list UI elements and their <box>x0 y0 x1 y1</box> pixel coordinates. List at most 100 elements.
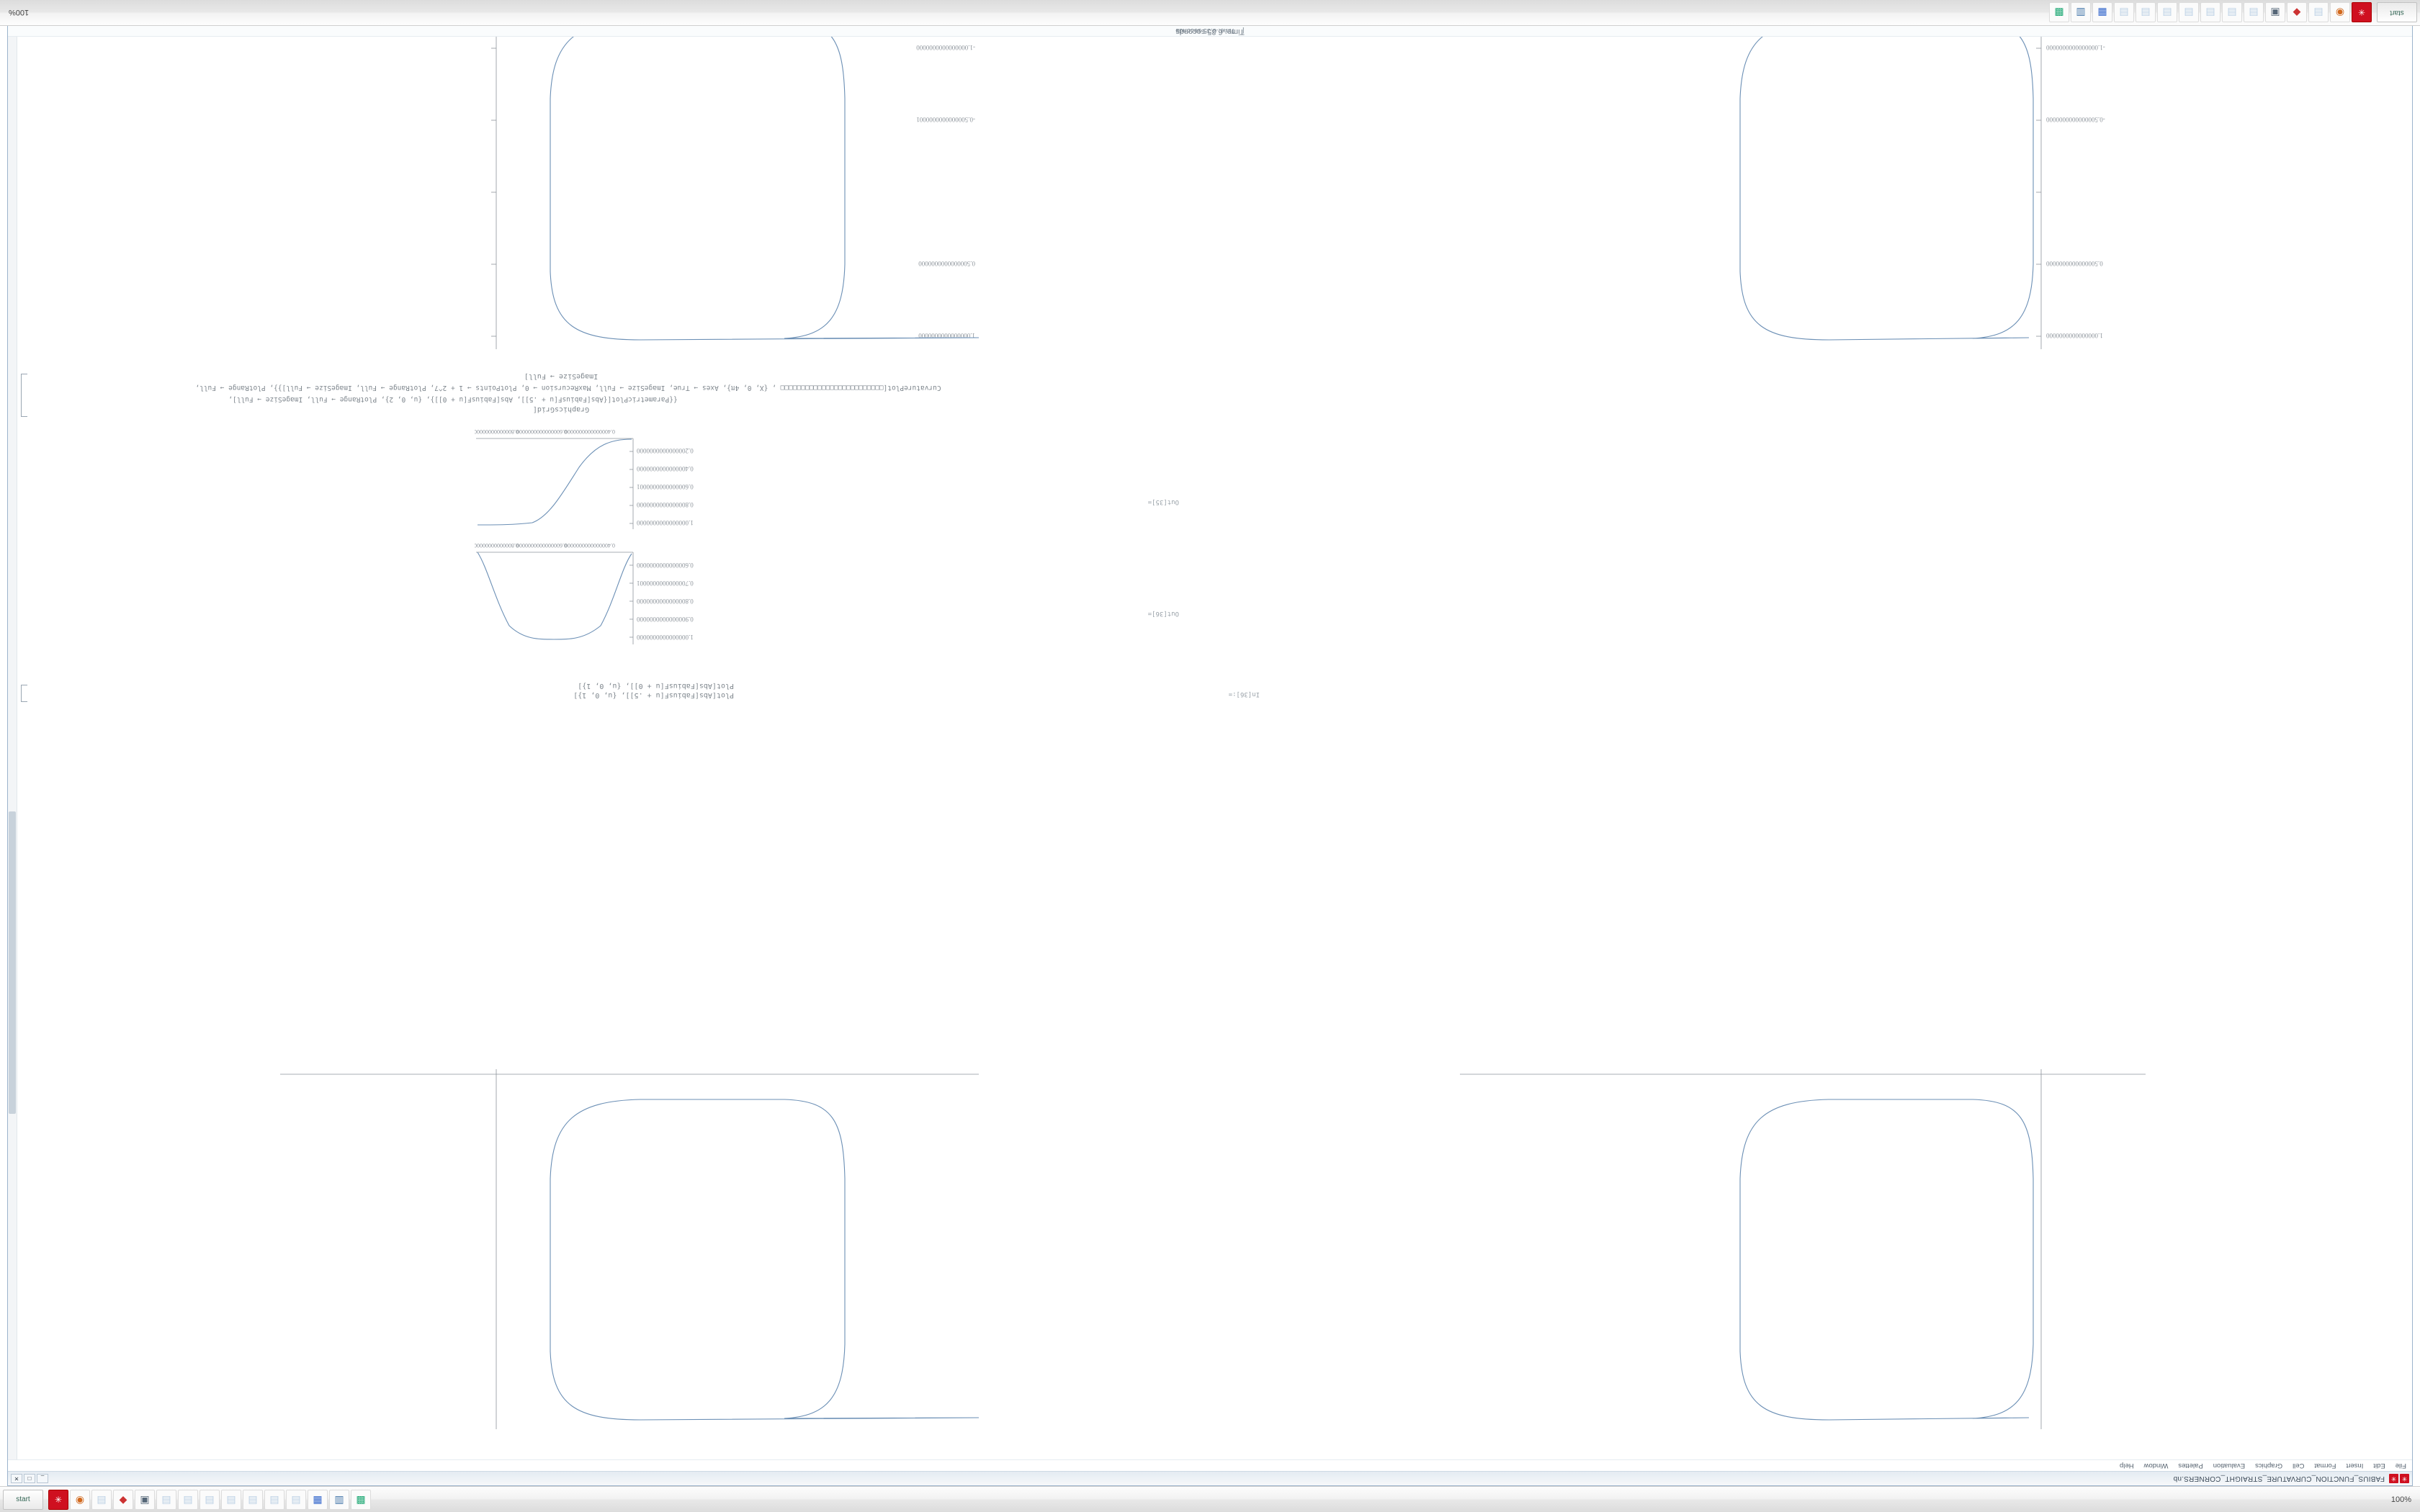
y-tick-label: 0.9000000000000000 <box>637 616 694 623</box>
y-tick-label: 0.8000000000000000 <box>637 598 694 605</box>
code-line-plot-b-mirrored[interactable]: Plot[Abs[FabiusF[u + 0]], {u, 0, 1}] <box>578 682 734 690</box>
menu-item-edit-mirrored[interactable]: Edit <box>2373 1462 2385 1470</box>
taskbar-item-mathematica[interactable]: ✳ <box>48 1489 68 1510</box>
menu-item-file-mirrored[interactable]: File <box>2395 1462 2406 1470</box>
taskbar-item-display[interactable]: ▣ <box>135 1489 155 1510</box>
menu-item-graphics-mirrored[interactable]: Graphics <box>2255 1462 2283 1470</box>
out-label-mirrored: Out[35]= <box>1147 498 1179 505</box>
plot-fabius-plateau-mirrored[interactable]: 1.0000000000000000 0.9000000000000000 0.… <box>475 541 763 653</box>
in-label-mirrored: In[36]:= <box>1228 690 1260 698</box>
taskbar-item-document-mirrored[interactable]: ▤ <box>2200 2 2220 23</box>
start-label-mirrored: start <box>2390 9 2404 17</box>
y-tick-label: 1.0000000000000000 <box>637 634 694 641</box>
y-tick-label: -0.5000000000000000 <box>2046 116 2105 123</box>
x-tick-label: 0.4000000000000000 <box>565 542 615 549</box>
y-tick-label: 0.5000000000000000 <box>918 260 975 267</box>
global-status-text-mirrored: Time: 6.35 seconds <box>1175 27 1245 36</box>
minimize-button-mirrored[interactable]: _ <box>37 1474 48 1483</box>
code-line-graphicsgrid-2-mirrored[interactable]: CurvaturePlot[□□□□□□□□□□□□□□□□□□□□□□□□□ … <box>195 384 941 392</box>
menu-item-format-mirrored[interactable]: Format <box>2314 1462 2336 1470</box>
x-tick-label: 0.8000000000000000 <box>475 542 519 549</box>
taskbar-item-firefox[interactable]: ◉ <box>70 1489 90 1510</box>
code-line-graphicsgrid-0-mirrored[interactable]: GraphicsGrid[ <box>532 405 590 413</box>
taskbar-item-adobe-mirrored[interactable]: ◆ <box>2287 2 2307 23</box>
taskbar-item-floppy[interactable]: ▦ <box>308 1489 328 1510</box>
taskbar-item-terminal-mirrored[interactable]: ▩ <box>2049 2 2069 23</box>
code-line-graphicsgrid-3-mirrored[interactable]: ImageSize → Full] <box>524 372 599 380</box>
taskbar-item-document[interactable]: ▤ <box>221 1489 241 1510</box>
x-tick-label: 0.4000000000000000 <box>565 428 615 435</box>
windows-taskbar[interactable]: start ✳ ◉ ▤ ◆ ▣ ▤ ▤ ▤ ▤ ▤ ▤ ▤ ▦ ▥ ▩ 100% <box>0 1486 2420 1512</box>
plot-fabius-sigmoid-mirrored[interactable]: 1.0000000000000000 0.8000000000000000 0.… <box>475 428 763 536</box>
taskbar-item-monitor[interactable]: ▥ <box>329 1489 349 1510</box>
start-button[interactable]: start <box>3 1489 43 1510</box>
curvature-plot-top-right-mirrored[interactable] <box>223 1063 1000 1438</box>
menubar-mirrored[interactable]: File Edit Insert Format Cell Graphics Ev… <box>8 1459 2412 1471</box>
taskbar-item-adobe[interactable]: ◆ <box>113 1489 133 1510</box>
parametric-plot-rounded-square-left-mirrored[interactable]: 1.0000000000000000 0.5000000000000000 -0… <box>1454 25 2232 358</box>
start-button-mirrored[interactable]: start <box>2377 2 2417 23</box>
y-tick-label: -1.0000000000000000 <box>2046 44 2105 51</box>
windows-taskbar-mirrored[interactable]: start ✳ ◉ ▤ ◆ ▣ ▤ ▤ ▤ ▤ ▤ ▤ ▤ ▦ ▥ ▩ 100% <box>0 0 2420 26</box>
taskbar-item-floppy-mirrored[interactable]: ▦ <box>2092 2 2112 23</box>
taskbar-item-document[interactable]: ▤ <box>156 1489 176 1510</box>
notebook-scrollbar-mirrored[interactable] <box>8 25 17 1459</box>
window-titlebar-mirrored[interactable]: ✳ ✳ FABIUS_FUNCTION_CURVATURE_STRAIGHT_C… <box>8 1471 2412 1485</box>
taskbar-item-document[interactable]: ▤ <box>264 1489 284 1510</box>
mathematica-spikey-icon: ✳ <box>2400 1474 2409 1483</box>
taskbar-item-document-mirrored[interactable]: ▤ <box>2157 2 2177 23</box>
taskbar-clock-mirrored[interactable]: 100% <box>9 8 30 17</box>
y-tick-label: 0.2000000000000000 <box>637 447 694 454</box>
taskbar-item-firefox-mirrored[interactable]: ◉ <box>2330 2 2350 23</box>
taskbar-item-document-mirrored[interactable]: ▤ <box>2308 2 2329 23</box>
taskbar-clock[interactable]: 100% <box>2390 1495 2411 1504</box>
taskbar-item-document[interactable]: ▤ <box>243 1489 263 1510</box>
start-label: start <box>16 1495 30 1503</box>
y-tick-label: 0.8000000000000000 <box>637 501 694 508</box>
taskbar-item-document[interactable]: ▤ <box>178 1489 198 1510</box>
parametric-plot-top-left-mirrored[interactable] <box>1454 1063 2232 1438</box>
cell-bracket-mirrored[interactable] <box>21 685 27 702</box>
x-tick-label: 0.8000000000000000 <box>475 428 519 435</box>
y-tick-label: 1.0000000000000000 <box>2046 332 2103 339</box>
taskbar-item-document-mirrored[interactable]: ▤ <box>2179 2 2199 23</box>
cell-bracket-mirrored[interactable] <box>21 374 27 417</box>
taskbar-item-document-mirrored[interactable]: ▤ <box>2244 2 2264 23</box>
notebook-scrollbar-thumb-mirrored[interactable] <box>9 811 16 1114</box>
code-line-plot-a-mirrored[interactable]: Plot[Abs[FabiusF[u + .5]], {u, 0, 1}] <box>573 691 734 699</box>
taskbar-item-document-mirrored[interactable]: ▤ <box>2114 2 2134 23</box>
x-tick-label: 0.6000000000000000 <box>516 542 567 549</box>
y-tick-label: 0.7000000000000001 <box>637 580 694 587</box>
taskbar-item-monitor-mirrored[interactable]: ▥ <box>2071 2 2091 23</box>
taskbar-item-terminal[interactable]: ▩ <box>351 1489 371 1510</box>
window-title-mirrored: FABIUS_FUNCTION_CURVATURE_STRAIGHT_CORNE… <box>2173 1475 2385 1482</box>
y-tick-label: 0.5000000000000000 <box>2046 260 2103 267</box>
menu-item-palettes-mirrored[interactable]: Palettes <box>2178 1462 2203 1470</box>
notebook-canvas-mirrored[interactable]: Plot[Abs[FabiusF[u + .5]], {u, 0, 1}] Pl… <box>8 25 2412 1459</box>
y-tick-label: 0.4000000000000000 <box>637 465 694 472</box>
taskbar-item-document[interactable]: ▤ <box>200 1489 220 1510</box>
menu-item-window-mirrored[interactable]: Window <box>2143 1462 2169 1470</box>
x-tick-label: 0.6000000000000000 <box>516 428 567 435</box>
taskbar-item-document[interactable]: ▤ <box>286 1489 306 1510</box>
menu-item-evaluation-mirrored[interactable]: Evaluation <box>2213 1462 2246 1470</box>
maximize-button-mirrored[interactable]: □ <box>24 1474 35 1483</box>
y-tick-label: 1.0000000000000000 <box>918 332 975 339</box>
mathematica-window-mirrored[interactable]: ✳ ✳ FABIUS_FUNCTION_CURVATURE_STRAIGHT_C… <box>7 24 2413 1486</box>
menu-item-help-mirrored[interactable]: Help <box>2120 1462 2134 1470</box>
taskbar-item-display-mirrored[interactable]: ▣ <box>2265 2 2285 23</box>
close-button-mirrored[interactable]: ✕ <box>11 1474 22 1483</box>
mathematica-spikey-icon: ✳ <box>2389 1474 2398 1483</box>
y-tick-label: -0.5000000000000001 <box>916 116 975 123</box>
taskbar-item-document-mirrored[interactable]: ▤ <box>2136 2 2156 23</box>
out-label-mirrored: Out[36]= <box>1147 610 1179 617</box>
taskbar-item-document-mirrored[interactable]: ▤ <box>2222 2 2242 23</box>
taskbar-item-document[interactable]: ▤ <box>91 1489 112 1510</box>
menu-item-cell-mirrored[interactable]: Cell <box>2293 1462 2305 1470</box>
taskbar-item-mathematica-mirrored[interactable]: ✳ <box>2352 2 2372 23</box>
code-line-graphicsgrid-1-mirrored[interactable]: {{ParametricPlot[{Abs[FabiusF[u + .5]], … <box>228 395 678 403</box>
y-tick-label: -1.0000000000000000 <box>916 44 975 51</box>
curvature-plot-rounded-square-right-mirrored[interactable]: 1.0000000000000000 0.5000000000000000 -0… <box>223 25 1000 358</box>
menu-item-insert-mirrored[interactable]: Insert <box>2346 1462 2364 1470</box>
